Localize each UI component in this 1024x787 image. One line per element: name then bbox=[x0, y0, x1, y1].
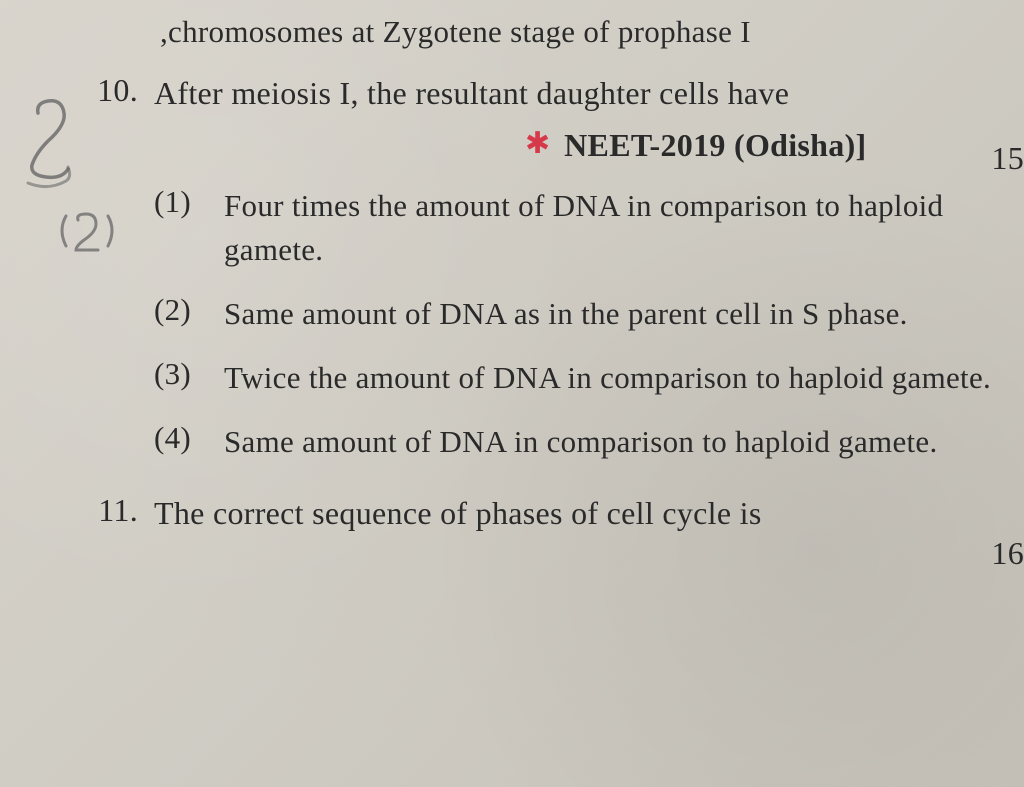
option-text: Twice the amount of DNA in comparison to… bbox=[224, 356, 1016, 400]
option-1: (1) Four times the amount of DNA in comp… bbox=[154, 184, 1016, 272]
page-content: ,chromosomes at Zygotene stage of propha… bbox=[0, 14, 1016, 535]
option-text: Four times the amount of DNA in comparis… bbox=[224, 184, 1016, 272]
question-10: 10. After meiosis I, the resultant daugh… bbox=[80, 72, 1016, 115]
option-3: (3) Twice the amount of DNA in compariso… bbox=[154, 356, 1016, 400]
exam-tag-line: ✱ NEET-2019 (Odisha)] bbox=[525, 127, 1016, 164]
right-edge-cutoff-16: 16 bbox=[991, 535, 1024, 572]
star-icon: ✱ bbox=[525, 126, 550, 161]
option-number: (1) bbox=[154, 184, 224, 220]
option-number: (4) bbox=[154, 420, 224, 456]
option-number: (2) bbox=[154, 292, 224, 328]
option-text: Same amount of DNA as in the parent cell… bbox=[224, 292, 1016, 336]
option-4: (4) Same amount of DNA in comparison to … bbox=[154, 420, 1016, 464]
exam-tag: NEET-2019 (Odisha)] bbox=[564, 127, 866, 164]
option-2: (2) Same amount of DNA as in the parent … bbox=[154, 292, 1016, 336]
question-11: 11. The correct sequence of phases of ce… bbox=[80, 492, 1016, 535]
option-text: Same amount of DNA in comparison to hapl… bbox=[224, 420, 1016, 464]
question-number: 10. bbox=[80, 72, 154, 109]
question-text: The correct sequence of phases of cell c… bbox=[154, 492, 1016, 535]
question-text: After meiosis I, the resultant daughter … bbox=[154, 72, 1016, 115]
partial-previous-line: ,chromosomes at Zygotene stage of propha… bbox=[160, 14, 1016, 50]
question-number: 11. bbox=[80, 492, 154, 529]
option-number: (3) bbox=[154, 356, 224, 392]
